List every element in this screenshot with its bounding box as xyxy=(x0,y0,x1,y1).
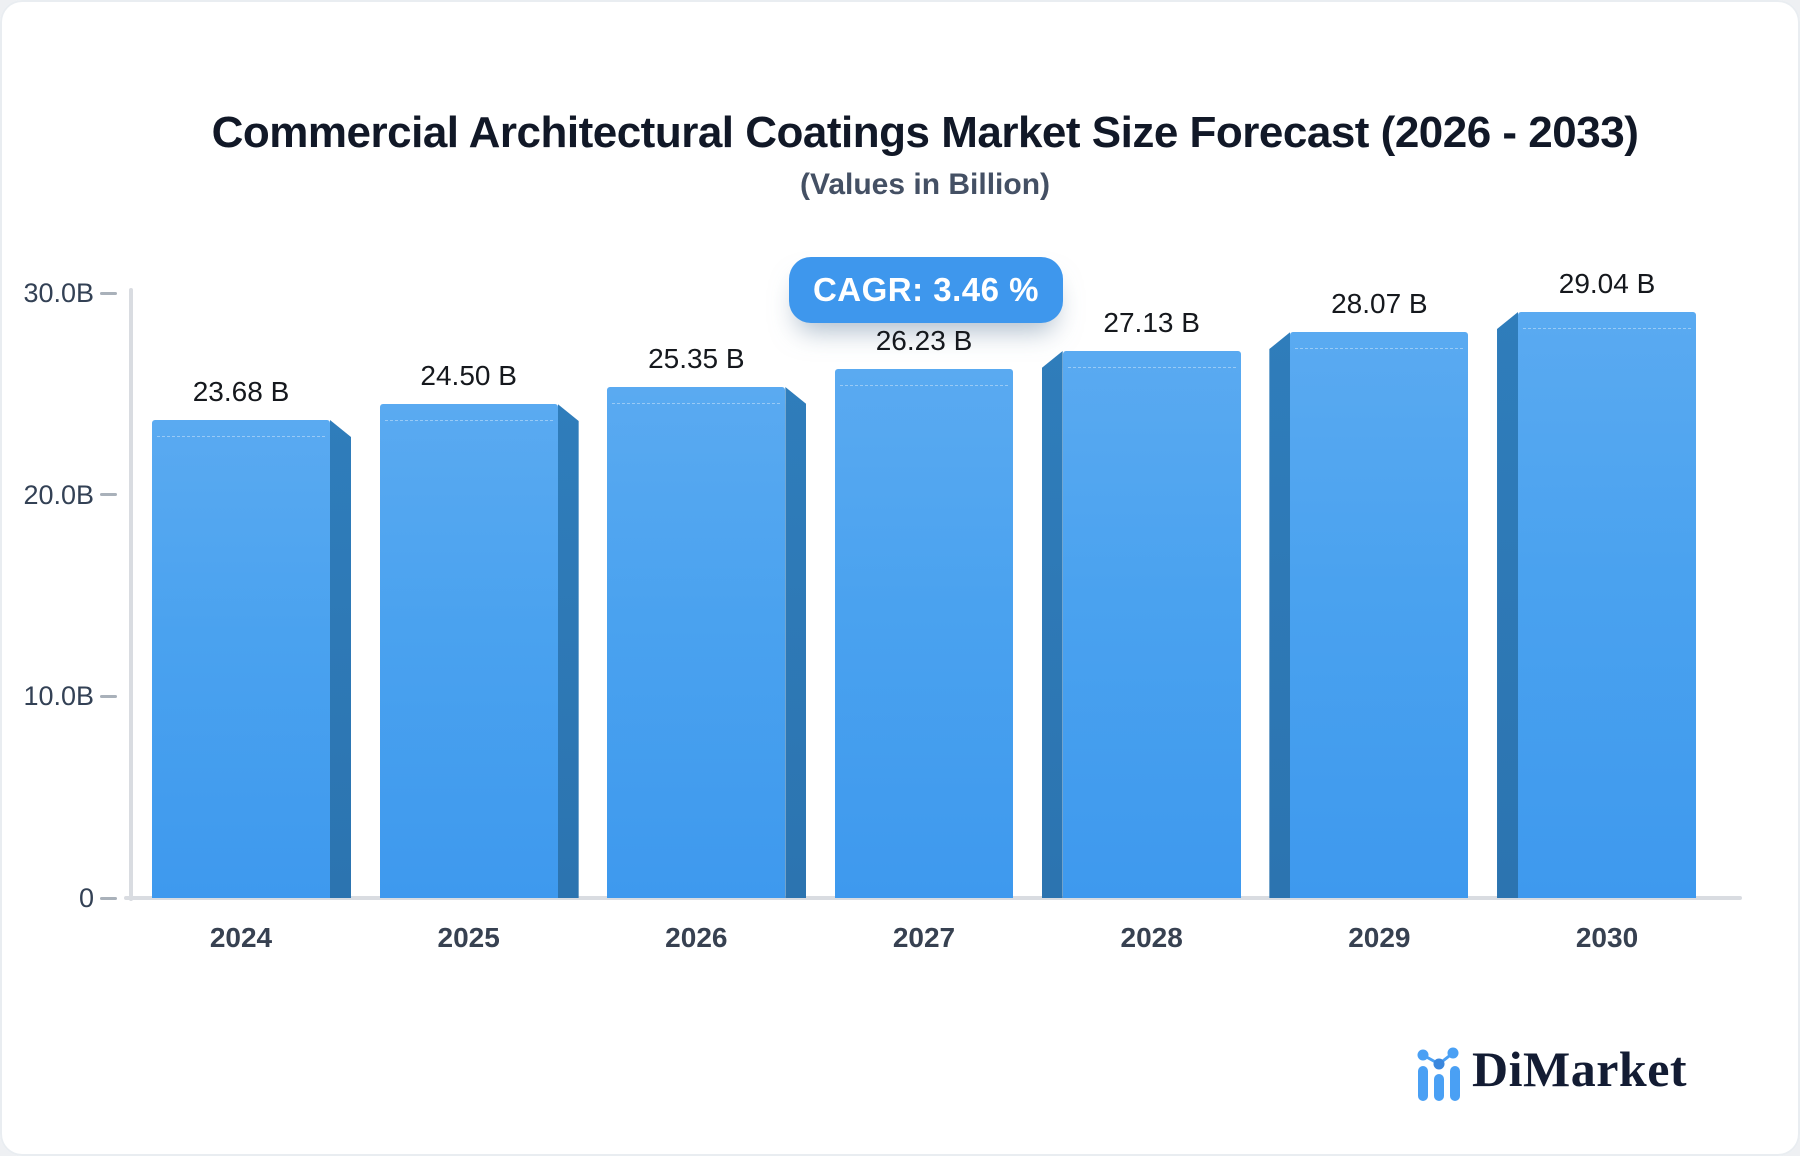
bar-value-label: 26.23 B xyxy=(875,325,973,356)
bar-2029-side-face xyxy=(1269,332,1291,898)
x-axis-category-label: 2024 xyxy=(209,922,273,953)
y-tick-mark xyxy=(100,493,117,497)
bar-2025-side-face xyxy=(557,404,579,898)
bar-2025 xyxy=(379,404,558,898)
chart-title: Commercial Architectural Coatings Market… xyxy=(211,108,1639,157)
x-axis-category-label: 2026 xyxy=(665,922,728,953)
bar-value-label: 29.04 B xyxy=(1558,268,1656,299)
y-tick-label: 0 xyxy=(78,883,94,913)
y-tick-label: 20.0B xyxy=(23,479,94,510)
bar-2024 xyxy=(152,420,330,898)
brand-logo-text: DiMarket xyxy=(1472,1041,1688,1097)
bar-2030-side-face xyxy=(1497,312,1519,898)
bar-chart-logo-icon xyxy=(1417,1047,1460,1101)
bar-2024-side-face xyxy=(330,420,351,898)
bar-2028 xyxy=(1062,351,1241,898)
bar-value-label: 23.68 B xyxy=(192,376,290,407)
bar-2026 xyxy=(607,387,786,898)
y-tick-mark xyxy=(100,694,117,698)
y-tick-label: 10.0B xyxy=(23,681,94,712)
y-axis-line xyxy=(129,288,133,901)
x-axis-category-label: 2027 xyxy=(892,922,956,953)
bar-value-label: 25.35 B xyxy=(648,343,745,374)
y-tick-mark xyxy=(100,896,117,900)
cagr-badge-label: CAGR: 3.46 % xyxy=(812,271,1040,308)
bar-2029 xyxy=(1290,332,1469,898)
x-axis-category-label: 2029 xyxy=(1348,922,1411,953)
cagr-badge: CAGR: 3.46 % xyxy=(789,257,1063,323)
bar-value-label: 27.13 B xyxy=(1103,307,1200,338)
chart-subtitle: (Values in Billion) xyxy=(799,168,1051,201)
bar-value-label: 24.50 B xyxy=(420,360,517,391)
x-axis-category-label: 2028 xyxy=(1120,922,1183,953)
bar-2027 xyxy=(835,369,1013,898)
y-tick-label: 30.0B xyxy=(23,278,94,308)
x-axis-line xyxy=(124,896,1742,900)
brand-logo: DiMarket xyxy=(1412,1038,1687,1102)
bar-value-label: 28.07 B xyxy=(1331,288,1428,319)
bar-2026-side-face xyxy=(785,387,807,898)
y-tick-mark xyxy=(100,291,117,295)
x-axis-category-label: 2025 xyxy=(437,922,500,953)
x-axis-category-label: 2030 xyxy=(1575,922,1639,953)
bar-2028-side-face xyxy=(1041,351,1063,898)
bar-2030 xyxy=(1518,312,1697,898)
